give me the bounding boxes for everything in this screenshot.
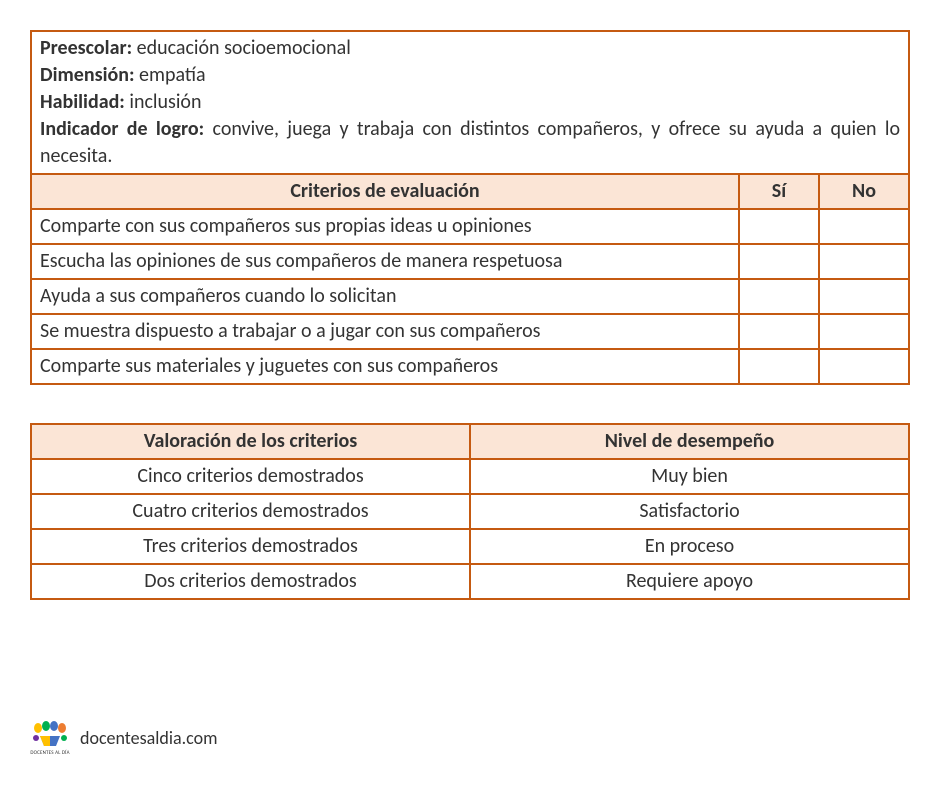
no-cell	[819, 209, 909, 244]
criteria-row: Comparte sus materiales y juguetes con s…	[31, 349, 909, 384]
valuation-row: Dos criterios demostrados Requiere apoyo	[31, 564, 909, 599]
si-cell	[739, 314, 819, 349]
no-cell	[819, 314, 909, 349]
footer-site: docentesaldia.com	[80, 727, 217, 749]
nivel-cell: Muy bien	[470, 459, 909, 494]
valuation-row: Tres criterios demostrados En proceso	[31, 529, 909, 564]
criteria-text: Ayuda a sus compañeros cuando lo solicit…	[31, 279, 739, 314]
criteria-text: Escucha las opiniones de sus compañeros …	[31, 244, 739, 279]
si-cell	[739, 244, 819, 279]
dimension-label: Dimensión:	[40, 63, 134, 87]
valoracion-header: Valoración de los criterios	[31, 424, 470, 459]
logo-icon: DOCENTES AL DÍA	[30, 718, 70, 758]
no-cell	[819, 349, 909, 384]
habilidad-label: Habilidad:	[40, 90, 125, 114]
valoracion-cell: Cuatro criterios demostrados	[31, 494, 470, 529]
si-cell	[739, 209, 819, 244]
no-cell	[819, 244, 909, 279]
criteria-text: Se muestra dispuesto a trabajar o a juga…	[31, 314, 739, 349]
indicador-label: Indicador de logro:	[40, 117, 204, 141]
criteria-header: Criterios de evaluación	[31, 174, 739, 209]
criteria-header-row: Criterios de evaluación Sí No	[31, 174, 909, 209]
no-header: No	[819, 174, 909, 209]
nivel-header: Nivel de desempeño	[470, 424, 909, 459]
nivel-cell: Requiere apoyo	[470, 564, 909, 599]
table-gap	[30, 385, 910, 423]
criteria-row: Se muestra dispuesto a trabajar o a juga…	[31, 314, 909, 349]
si-cell	[739, 349, 819, 384]
habilidad-value: inclusión	[129, 90, 201, 114]
main-table: Preescolar: educación socioemocional Dim…	[30, 30, 910, 385]
criteria-row: Escucha las opiniones de sus compañeros …	[31, 244, 909, 279]
valoracion-cell: Dos criterios demostrados	[31, 564, 470, 599]
preescolar-label: Preescolar:	[40, 36, 132, 60]
nivel-cell: En proceso	[470, 529, 909, 564]
criteria-row: Comparte con sus compañeros sus propias …	[31, 209, 909, 244]
nivel-cell: Satisfactorio	[470, 494, 909, 529]
criteria-text: Comparte con sus compañeros sus propias …	[31, 209, 739, 244]
valuation-table: Valoración de los criterios Nivel de des…	[30, 423, 910, 600]
footer: DOCENTES AL DÍA docentesaldia.com	[30, 718, 217, 758]
info-cell: Preescolar: educación socioemocional Dim…	[31, 31, 909, 174]
logo-label: DOCENTES AL DÍA	[30, 750, 69, 756]
valuation-header-row: Valoración de los criterios Nivel de des…	[31, 424, 909, 459]
si-cell	[739, 279, 819, 314]
valoracion-cell: Cinco criterios demostrados	[31, 459, 470, 494]
preescolar-value: educación socioemocional	[137, 36, 351, 60]
valuation-row: Cuatro criterios demostrados Satisfactor…	[31, 494, 909, 529]
dimension-value: empatía	[139, 63, 206, 87]
criteria-row: Ayuda a sus compañeros cuando lo solicit…	[31, 279, 909, 314]
si-header: Sí	[739, 174, 819, 209]
no-cell	[819, 279, 909, 314]
criteria-text: Comparte sus materiales y juguetes con s…	[31, 349, 739, 384]
info-row: Preescolar: educación socioemocional Dim…	[31, 31, 909, 174]
valuation-row: Cinco criterios demostrados Muy bien	[31, 459, 909, 494]
valoracion-cell: Tres criterios demostrados	[31, 529, 470, 564]
